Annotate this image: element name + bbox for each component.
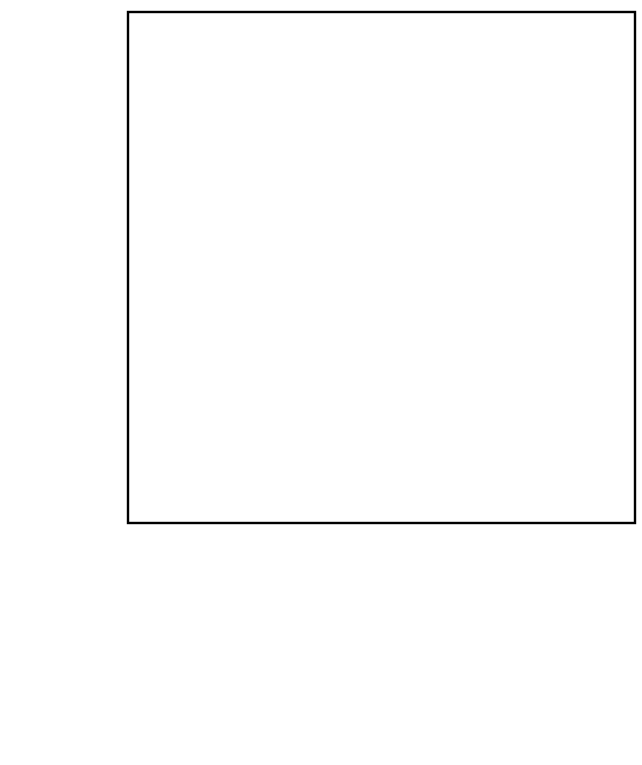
- main-scatter-panel: [126, 10, 637, 525]
- main-panel-frame: [126, 10, 637, 525]
